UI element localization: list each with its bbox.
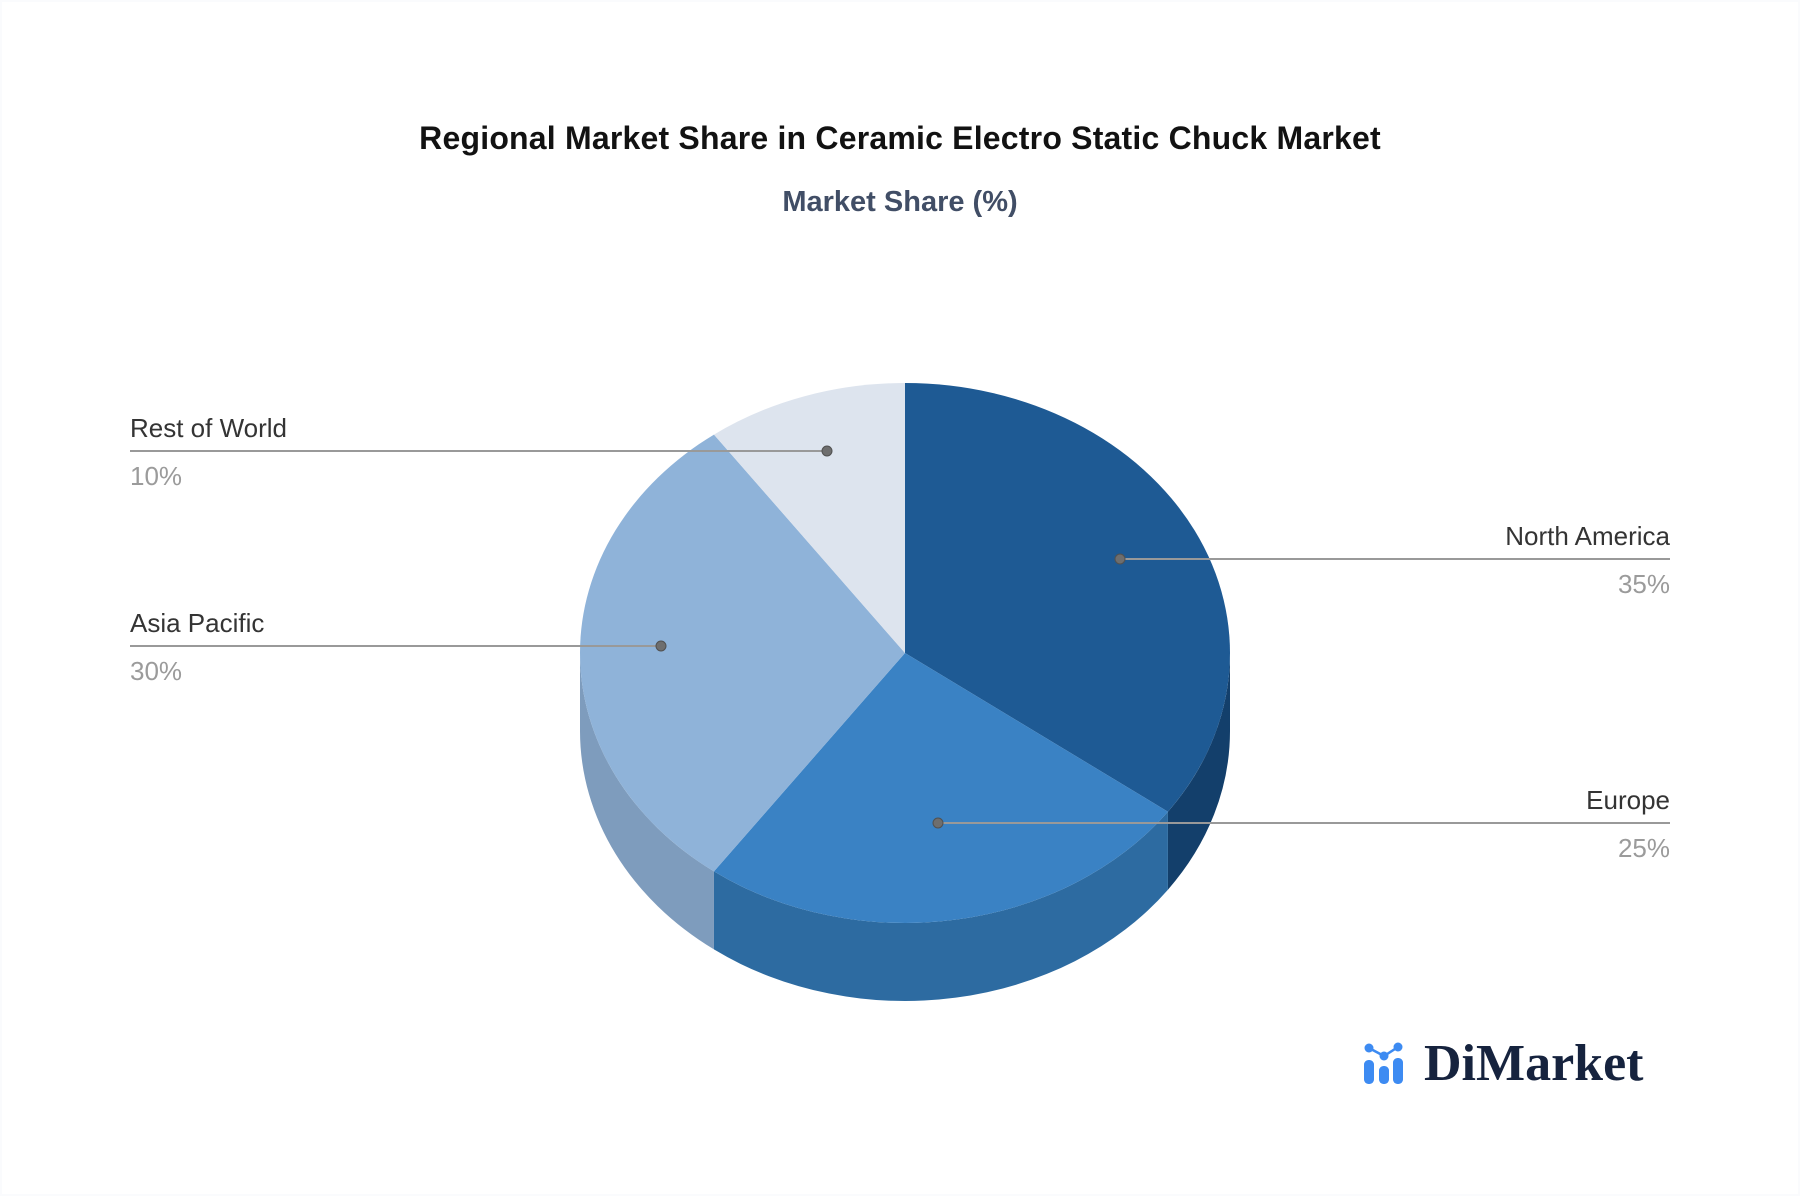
callout-value: 25% bbox=[1617, 833, 1670, 863]
chart-title: Regional Market Share in Ceramic Electro… bbox=[419, 120, 1381, 156]
bar-line-chart-icon bbox=[1364, 1042, 1403, 1084]
callout-label: Rest of World bbox=[130, 413, 288, 443]
brand-logo: DiMarket bbox=[1360, 1038, 1643, 1090]
callout-value: 10% bbox=[130, 461, 183, 491]
brand-name: DiMarket bbox=[1424, 1035, 1644, 1092]
callout-label: Asia Pacific bbox=[130, 608, 265, 638]
chart-subtitle: Market Share (%) bbox=[782, 186, 1018, 218]
callout-value: 30% bbox=[130, 656, 183, 686]
callout-value: 35% bbox=[1617, 569, 1670, 599]
callout-label: Europe bbox=[1586, 785, 1670, 815]
callout-label: North America bbox=[1505, 521, 1670, 551]
